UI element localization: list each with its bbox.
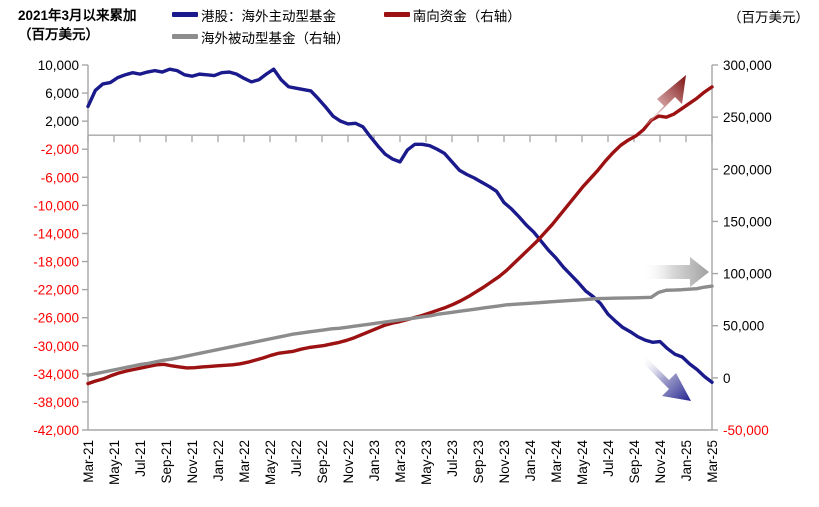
x-axis-tick-label: Mar-22: [237, 440, 252, 483]
left-axis-tick-label: -34,000: [33, 367, 79, 382]
right-axis-tick-label: 150,000: [723, 214, 772, 229]
x-axis-tick-label: Sep-23: [471, 440, 486, 484]
legend-swatch-passive-funds: [172, 33, 198, 39]
right-axis-tick-label: 100,000: [723, 267, 772, 282]
x-axis-tick-label: Sep-24: [627, 440, 642, 484]
left-axis-tick-label: -42,000: [33, 423, 79, 438]
left-axis-tick-label: 2,000: [45, 114, 79, 129]
x-axis-tick-label: Mar-25: [705, 440, 720, 483]
x-axis-tick-label: Nov-22: [341, 440, 356, 484]
right-axis-tick-label: 300,000: [723, 58, 772, 73]
chart-series: [86, 67, 714, 386]
legend-label-passive-funds: 海外被动型基金（右轴）: [201, 30, 350, 46]
x-axis-tick-label: Sep-21: [159, 440, 174, 484]
x-axis-tick-label: Mar-21: [81, 440, 96, 483]
legend-item-southbound: 南向资金（右轴）: [383, 5, 521, 27]
x-axis-tick-label: Jan-25: [679, 440, 694, 481]
x-axis-tick-label: Jul-22: [289, 440, 304, 477]
x-axis-tick-label: Nov-24: [653, 440, 668, 484]
right-axis-tick-label: 200,000: [723, 162, 772, 177]
x-axis-tick-label: Jan-22: [211, 440, 226, 481]
left-axis-tick-label: -10,000: [33, 198, 79, 213]
x-axis-tick-label: Jan-23: [367, 440, 382, 481]
left-axis-tick-label: -22,000: [33, 283, 79, 298]
legend-swatch-southbound: [383, 11, 410, 17]
chart-tick-labels: 10,000 6,000 2,000 -2,000 -6,000 -10,000 -14,0…: [33, 58, 772, 485]
left-axis-tick-label: -38,000: [33, 395, 79, 410]
legend-label-southbound: 南向资金（右轴）: [412, 8, 521, 24]
blue-down-arrow-icon: [645, 356, 691, 401]
x-axis-tick-label: May-23: [419, 440, 434, 485]
left-axis-tick-label: -18,000: [33, 255, 79, 270]
x-axis-tick-label: May-24: [575, 440, 590, 486]
right-axis-tick-label: 250,000: [723, 110, 772, 125]
legend-row-1: 港股：海外主动型基金 南向资金（右轴）: [172, 5, 712, 27]
left-axis-tick-label: -14,000: [33, 226, 79, 241]
chart-legend: 港股：海外主动型基金 南向资金（右轴） 海外被动型基金（右轴）: [172, 5, 712, 49]
x-axis-tick-label: Mar-24: [549, 440, 564, 483]
series-line-2: [86, 284, 714, 377]
legend-swatch-active-funds: [172, 11, 198, 17]
legend-label-active-funds: 港股：海外主动型基金: [201, 8, 336, 24]
x-axis-tick-label: May-22: [263, 440, 278, 485]
series-line-0: [86, 67, 714, 384]
x-axis-tick-label: Jan-24: [523, 440, 538, 482]
left-axis-tick-label: -2,000: [41, 142, 79, 157]
red-up-arrow-icon: [640, 75, 686, 130]
x-axis-tick-label: Jul-23: [445, 440, 460, 477]
x-axis-tick-label: Jul-24: [601, 440, 616, 477]
legend-item-active-funds: 港股：海外主动型基金: [172, 5, 336, 27]
right-axis-unit-label: （百万美元）: [728, 10, 809, 25]
left-axis-tick-label: -6,000: [41, 170, 79, 185]
chart-title: 2021年3月以来累加 （百万美元）: [18, 6, 137, 44]
left-axis-tick-label: -26,000: [33, 311, 79, 326]
right-axis-tick-label: 50,000: [723, 319, 764, 334]
chart-annotations: [640, 75, 709, 401]
x-axis-tick-label: Mar-23: [393, 440, 408, 483]
x-axis-tick-label: Nov-23: [497, 440, 512, 484]
right-axis-tick-label: -50,000: [723, 423, 769, 438]
chart-title-line2: （百万美元）: [18, 27, 99, 42]
chart-title-line1: 2021年3月以来累加: [18, 8, 137, 23]
series-line-1: [86, 85, 714, 386]
legend-row-2: 海外被动型基金（右轴）: [172, 27, 712, 49]
x-axis-tick-label: Jul-21: [133, 440, 148, 477]
left-axis-tick-label: -30,000: [33, 339, 79, 354]
left-axis-tick-label: 10,000: [38, 58, 79, 73]
x-axis-tick-label: May-21: [107, 440, 122, 485]
legend-item-passive-funds: 海外被动型基金（右轴）: [172, 27, 350, 49]
x-axis-tick-label: Sep-22: [315, 440, 330, 484]
gray-right-arrow-icon: [644, 257, 709, 287]
x-axis-tick-label: Nov-21: [185, 440, 200, 484]
left-axis-tick-label: 6,000: [45, 86, 79, 101]
chart-axes: [82, 64, 718, 431]
right-axis-tick-label: 0: [723, 371, 731, 386]
